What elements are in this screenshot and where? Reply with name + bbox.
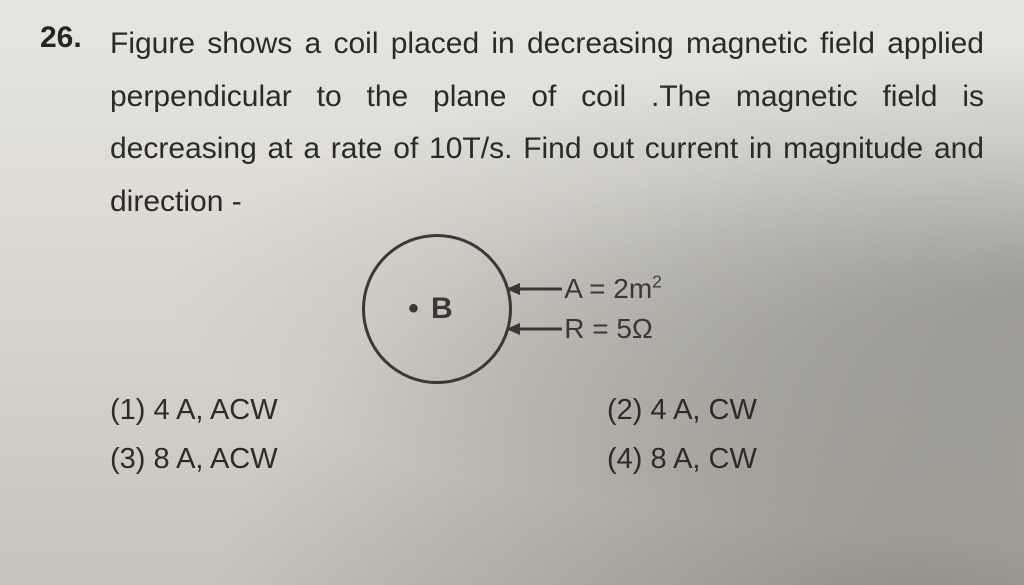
field-label-b: • B bbox=[408, 292, 455, 326]
option-1: (1) 4 A, ACW bbox=[110, 394, 487, 427]
question-number: 26. bbox=[40, 18, 110, 55]
resistance-label: R = 5Ω bbox=[564, 313, 653, 345]
resistance-label-row: R = 5Ω bbox=[506, 313, 662, 345]
figure: • B A = 2m2 bbox=[40, 234, 984, 384]
area-label: A = 2m2 bbox=[564, 273, 662, 305]
figure-row: • B A = 2m2 bbox=[362, 234, 662, 384]
options-grid: (1) 4 A, ACW (2) 4 A, CW (3) 8 A, ACW (4… bbox=[110, 394, 984, 476]
option-3: (3) 8 A, ACW bbox=[110, 443, 487, 476]
page: 26. Figure shows a coil placed in decrea… bbox=[0, 0, 1024, 585]
arrow-left-icon bbox=[506, 319, 562, 339]
option-4: (4) 8 A, CW bbox=[607, 443, 984, 476]
option-2: (2) 4 A, CW bbox=[607, 394, 984, 427]
coil-diagram: • B bbox=[362, 234, 512, 384]
question-text: Figure shows a coil placed in decreasing… bbox=[110, 18, 984, 228]
arrow-left-icon bbox=[506, 279, 562, 299]
figure-labels: A = 2m2 R = 5Ω bbox=[506, 273, 662, 345]
area-label-row: A = 2m2 bbox=[506, 273, 662, 305]
question-row: 26. Figure shows a coil placed in decrea… bbox=[40, 18, 984, 228]
